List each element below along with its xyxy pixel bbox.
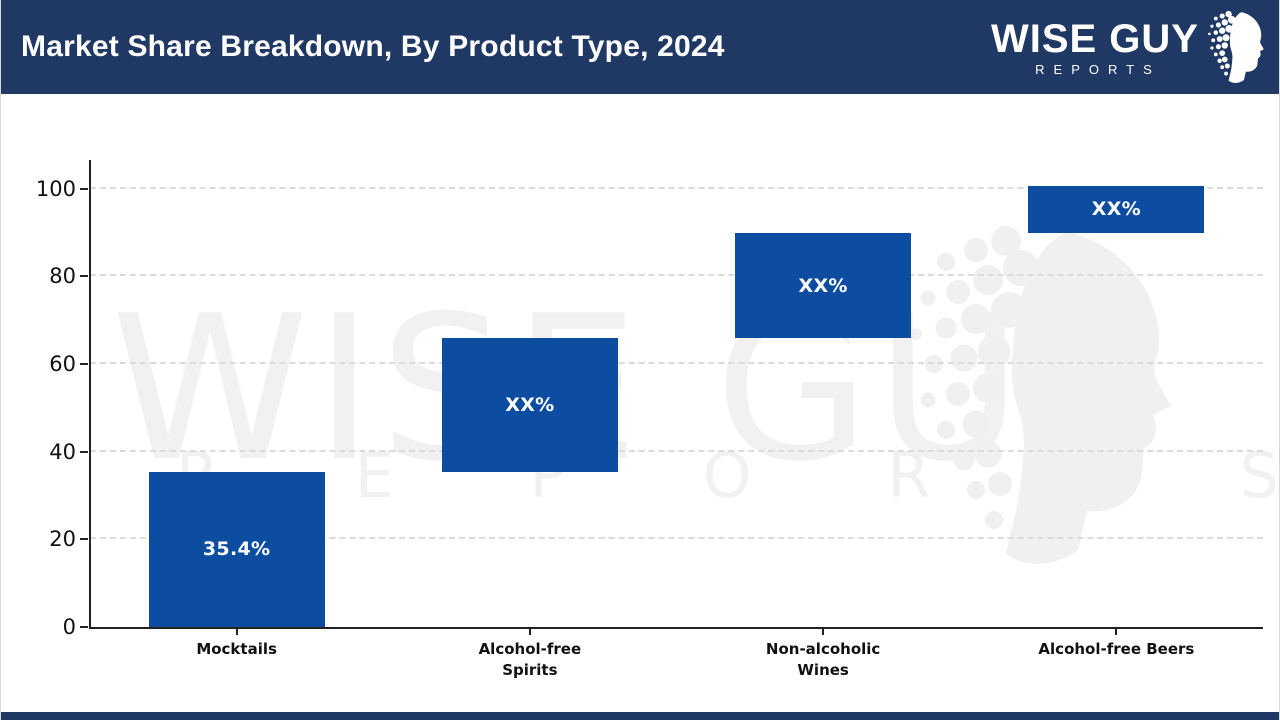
plot-area: 0 20 40 60 80 100 35.4% Mocktails XX% Alcohol-fre…: [36, 160, 1263, 679]
y-axis-line: [89, 160, 91, 629]
chart-title: Market Share Breakdown, By Product Type,…: [21, 30, 725, 63]
gridline-y40: [90, 449, 1263, 452]
bar-segment: XX%: [735, 232, 912, 339]
y-tick-label: 80: [49, 264, 76, 289]
gridline-y80: [90, 274, 1263, 277]
y-tick-label: 0: [62, 615, 76, 639]
logo-subtitle: REPORTS: [1035, 62, 1161, 77]
x-tick-mark: [1115, 627, 1118, 635]
y-tick-label: 40: [49, 439, 76, 464]
y-tick-label: 100: [35, 176, 76, 201]
y-tick-label: 20: [49, 527, 76, 552]
bar-segment: XX%: [1028, 185, 1205, 233]
gridline-y20: [90, 537, 1263, 540]
x-tick-mark: [822, 627, 825, 635]
y-tick-mark: [80, 362, 88, 365]
y-tick-mark: [80, 275, 88, 278]
x-tick-mark: [235, 627, 238, 635]
y-tick-label: 60: [49, 351, 76, 376]
logo-wordmark: WISE GUY: [990, 17, 1199, 61]
x-axis-line: [89, 627, 1263, 629]
footer-band: [1, 712, 1279, 720]
y-tick-mark: [80, 626, 88, 628]
bar-segment: XX%: [441, 338, 618, 472]
x-category-label: Alcohol-free Spirits: [478, 640, 582, 679]
logo-face-icon: [1203, 9, 1267, 87]
y-tick-mark: [80, 450, 88, 453]
bar-segment: 35.4%: [148, 471, 325, 627]
x-category-label: Non-alcoholic Wines: [765, 640, 881, 679]
y-tick-mark: [80, 187, 88, 190]
bar-value-label: 35.4%: [202, 538, 271, 561]
gridline-y60: [90, 361, 1263, 364]
header-band: Market Share Breakdown, By Product Type,…: [1, 0, 1279, 94]
bar-value-label: XX%: [1091, 198, 1141, 221]
x-category-label: Alcohol-free Beers: [1038, 640, 1195, 658]
wise-guy-reports-logo: WISE GUY REPORTS: [991, 8, 1267, 88]
x-category-label: Mocktails: [196, 640, 277, 658]
x-tick-mark: [528, 627, 531, 635]
bar-value-label: XX%: [798, 274, 848, 297]
bar-value-label: XX%: [505, 394, 555, 417]
y-tick-mark: [80, 538, 88, 541]
gridline-y100: [90, 186, 1263, 189]
logo-text: WISE GUY REPORTS: [991, 19, 1199, 77]
